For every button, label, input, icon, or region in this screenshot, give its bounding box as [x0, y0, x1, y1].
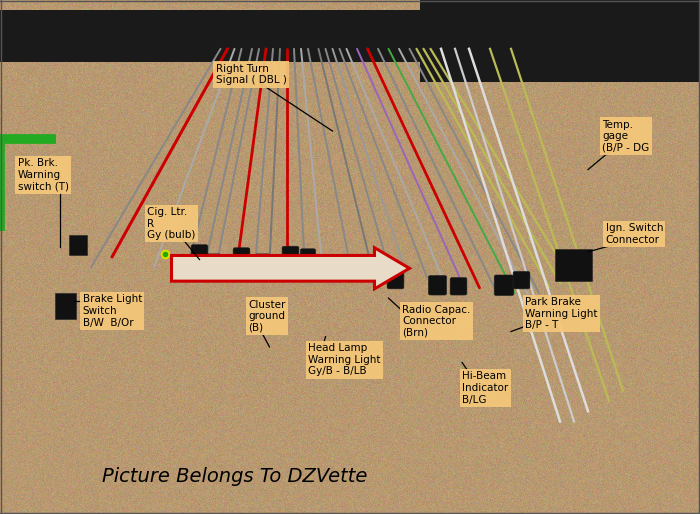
FancyBboxPatch shape: [233, 248, 250, 266]
Text: Ign. Switch
Connector: Ign. Switch Connector: [606, 223, 663, 245]
Text: Temp.
gage
(B/P - DG: Temp. gage (B/P - DG: [602, 120, 650, 153]
FancyBboxPatch shape: [513, 271, 530, 289]
Text: Head Lamp
Warning Light
Gy/B - B/LB: Head Lamp Warning Light Gy/B - B/LB: [308, 343, 381, 376]
Text: Park Brake
Warning Light
B/P - T: Park Brake Warning Light B/P - T: [525, 297, 598, 330]
FancyBboxPatch shape: [300, 249, 316, 265]
Polygon shape: [172, 248, 410, 289]
FancyBboxPatch shape: [282, 246, 299, 265]
FancyBboxPatch shape: [321, 256, 337, 273]
FancyBboxPatch shape: [366, 264, 383, 281]
Text: Pk. Brk.
Warning
switch (T): Pk. Brk. Warning switch (T): [18, 158, 69, 191]
Text: Radio Capac.
Connector
(Brn): Radio Capac. Connector (Brn): [402, 305, 471, 338]
FancyBboxPatch shape: [0, 10, 504, 62]
Text: Cluster
ground
(B): Cluster ground (B): [248, 300, 286, 333]
FancyBboxPatch shape: [387, 271, 404, 289]
Text: Brake Light
Switch
B/W  B/Or: Brake Light Switch B/W B/Or: [83, 295, 142, 327]
Text: Hi-Beam
Indicator
B/LG: Hi-Beam Indicator B/LG: [462, 372, 508, 405]
FancyBboxPatch shape: [555, 249, 592, 281]
FancyBboxPatch shape: [428, 276, 447, 295]
FancyBboxPatch shape: [494, 275, 514, 296]
FancyBboxPatch shape: [55, 293, 76, 319]
FancyBboxPatch shape: [450, 278, 467, 295]
Text: Cig. Ltr.
R
Gy (bulb): Cig. Ltr. R Gy (bulb): [147, 207, 195, 240]
FancyBboxPatch shape: [69, 235, 87, 255]
Text: Picture Belongs To DZVette: Picture Belongs To DZVette: [102, 467, 367, 486]
FancyBboxPatch shape: [255, 254, 270, 270]
FancyBboxPatch shape: [191, 245, 208, 263]
Text: Right Turn
Signal ( DBL ): Right Turn Signal ( DBL ): [216, 64, 286, 85]
FancyBboxPatch shape: [420, 0, 700, 82]
FancyBboxPatch shape: [206, 254, 221, 270]
